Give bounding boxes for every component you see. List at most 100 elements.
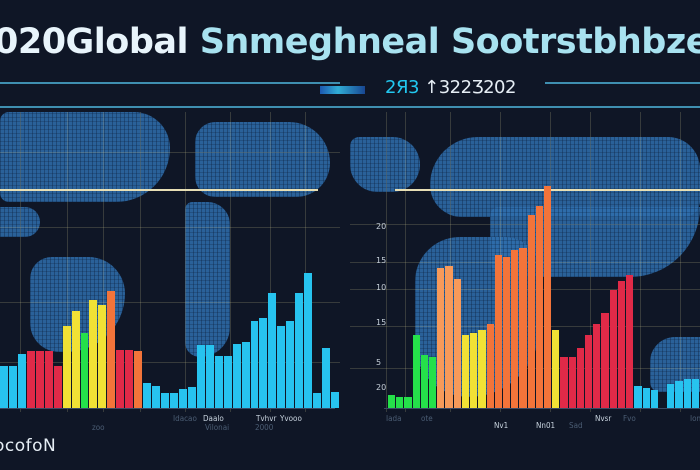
grid-line [230,112,231,412]
y-tick-label: 20 [376,383,387,392]
bar [178,388,187,408]
bar [609,290,617,408]
bar [404,396,412,408]
bar [241,342,250,408]
bar [143,382,152,408]
x-tick-label: Iom [690,414,700,423]
bar [71,310,80,408]
x-tick-label: Daalo [203,414,224,423]
grid-line [450,112,451,412]
x-tick-label: Iada [386,414,402,423]
bar [89,300,98,408]
bar [486,323,494,408]
bar [642,388,650,408]
bar [552,330,560,408]
bar [295,292,304,408]
bar [214,355,223,408]
bar [502,257,511,408]
legend-badge [320,86,365,94]
bar [461,334,470,408]
y-tick-label: 5 [376,358,382,367]
middle-east-land [490,207,700,277]
bar [304,273,313,408]
bar [17,354,26,408]
bar [125,349,134,408]
bar [322,348,331,408]
grid-line [185,112,186,412]
europe-asia-land [430,137,700,217]
grid-line [270,112,271,412]
bar [286,321,295,408]
bar [268,292,277,408]
bar [232,343,241,408]
footer-label: ocofoN [0,436,57,456]
bar [331,391,339,408]
bar [396,396,404,408]
x-tick-label: Tvhvr [256,414,277,423]
bar [187,387,196,408]
bar [277,325,286,408]
bar [437,268,445,408]
subtitle-highlight: 2Я3 [385,77,419,98]
africa-west-land [185,202,230,357]
y-tick-label: 10 [376,283,387,292]
left-bar-series [0,112,340,408]
bar [478,330,486,408]
x-tick-label: Nvsr [595,414,612,423]
x-tick-label: 2000 [255,423,274,432]
greenland-east-land [350,137,420,192]
x-tick-label: Sad [569,421,583,430]
bar [683,379,691,408]
bar [429,356,437,408]
bar [585,334,593,408]
x-tick-label: Nn01 [536,421,556,430]
bar [134,351,143,408]
grid-line [640,112,641,412]
reference-line [0,189,318,191]
bar [412,334,420,408]
bar [196,345,205,408]
bar [250,321,259,408]
chart-title: 020Global Snmeghneal Sootrstbhbzert 60vi… [0,22,700,62]
grid-line [0,227,340,228]
right-bar-series [388,186,700,408]
bar [445,265,453,408]
bar [98,304,107,408]
title-prefix: 020Global [0,22,200,62]
grid-line [20,112,21,412]
bar [152,385,161,408]
grid-line [386,112,387,412]
x-tick-label: Nv1 [494,421,509,430]
bar [313,393,322,408]
bar [116,349,125,408]
bar [453,279,461,408]
australia-land [650,337,700,392]
left-x-axis [0,408,335,409]
x-tick-label: Vilonai [205,423,230,432]
bar [205,345,214,408]
bar [470,332,478,408]
grid-line [0,302,340,303]
bar [161,393,169,408]
bar [511,250,519,408]
bar [576,348,585,408]
grid-line [305,112,306,412]
bar [420,354,429,408]
grid-line [67,112,68,412]
bar [8,366,17,408]
subtitle-rest: ↑322Ʒ202 [418,77,516,98]
bar [53,366,62,408]
greenland-land [195,122,330,197]
bar [0,366,8,408]
right-x-axis [384,408,700,409]
bar [388,394,396,408]
bar [617,281,626,408]
bar [259,318,268,408]
bar [527,214,535,408]
north-america-land [0,112,170,202]
chart-subtitle: 2Я3 ↑322Ʒ202 [385,77,516,98]
grid-line [680,112,681,412]
y-tick-label: 20 [376,222,387,231]
header-rule-top [0,82,340,84]
bar [675,381,683,408]
